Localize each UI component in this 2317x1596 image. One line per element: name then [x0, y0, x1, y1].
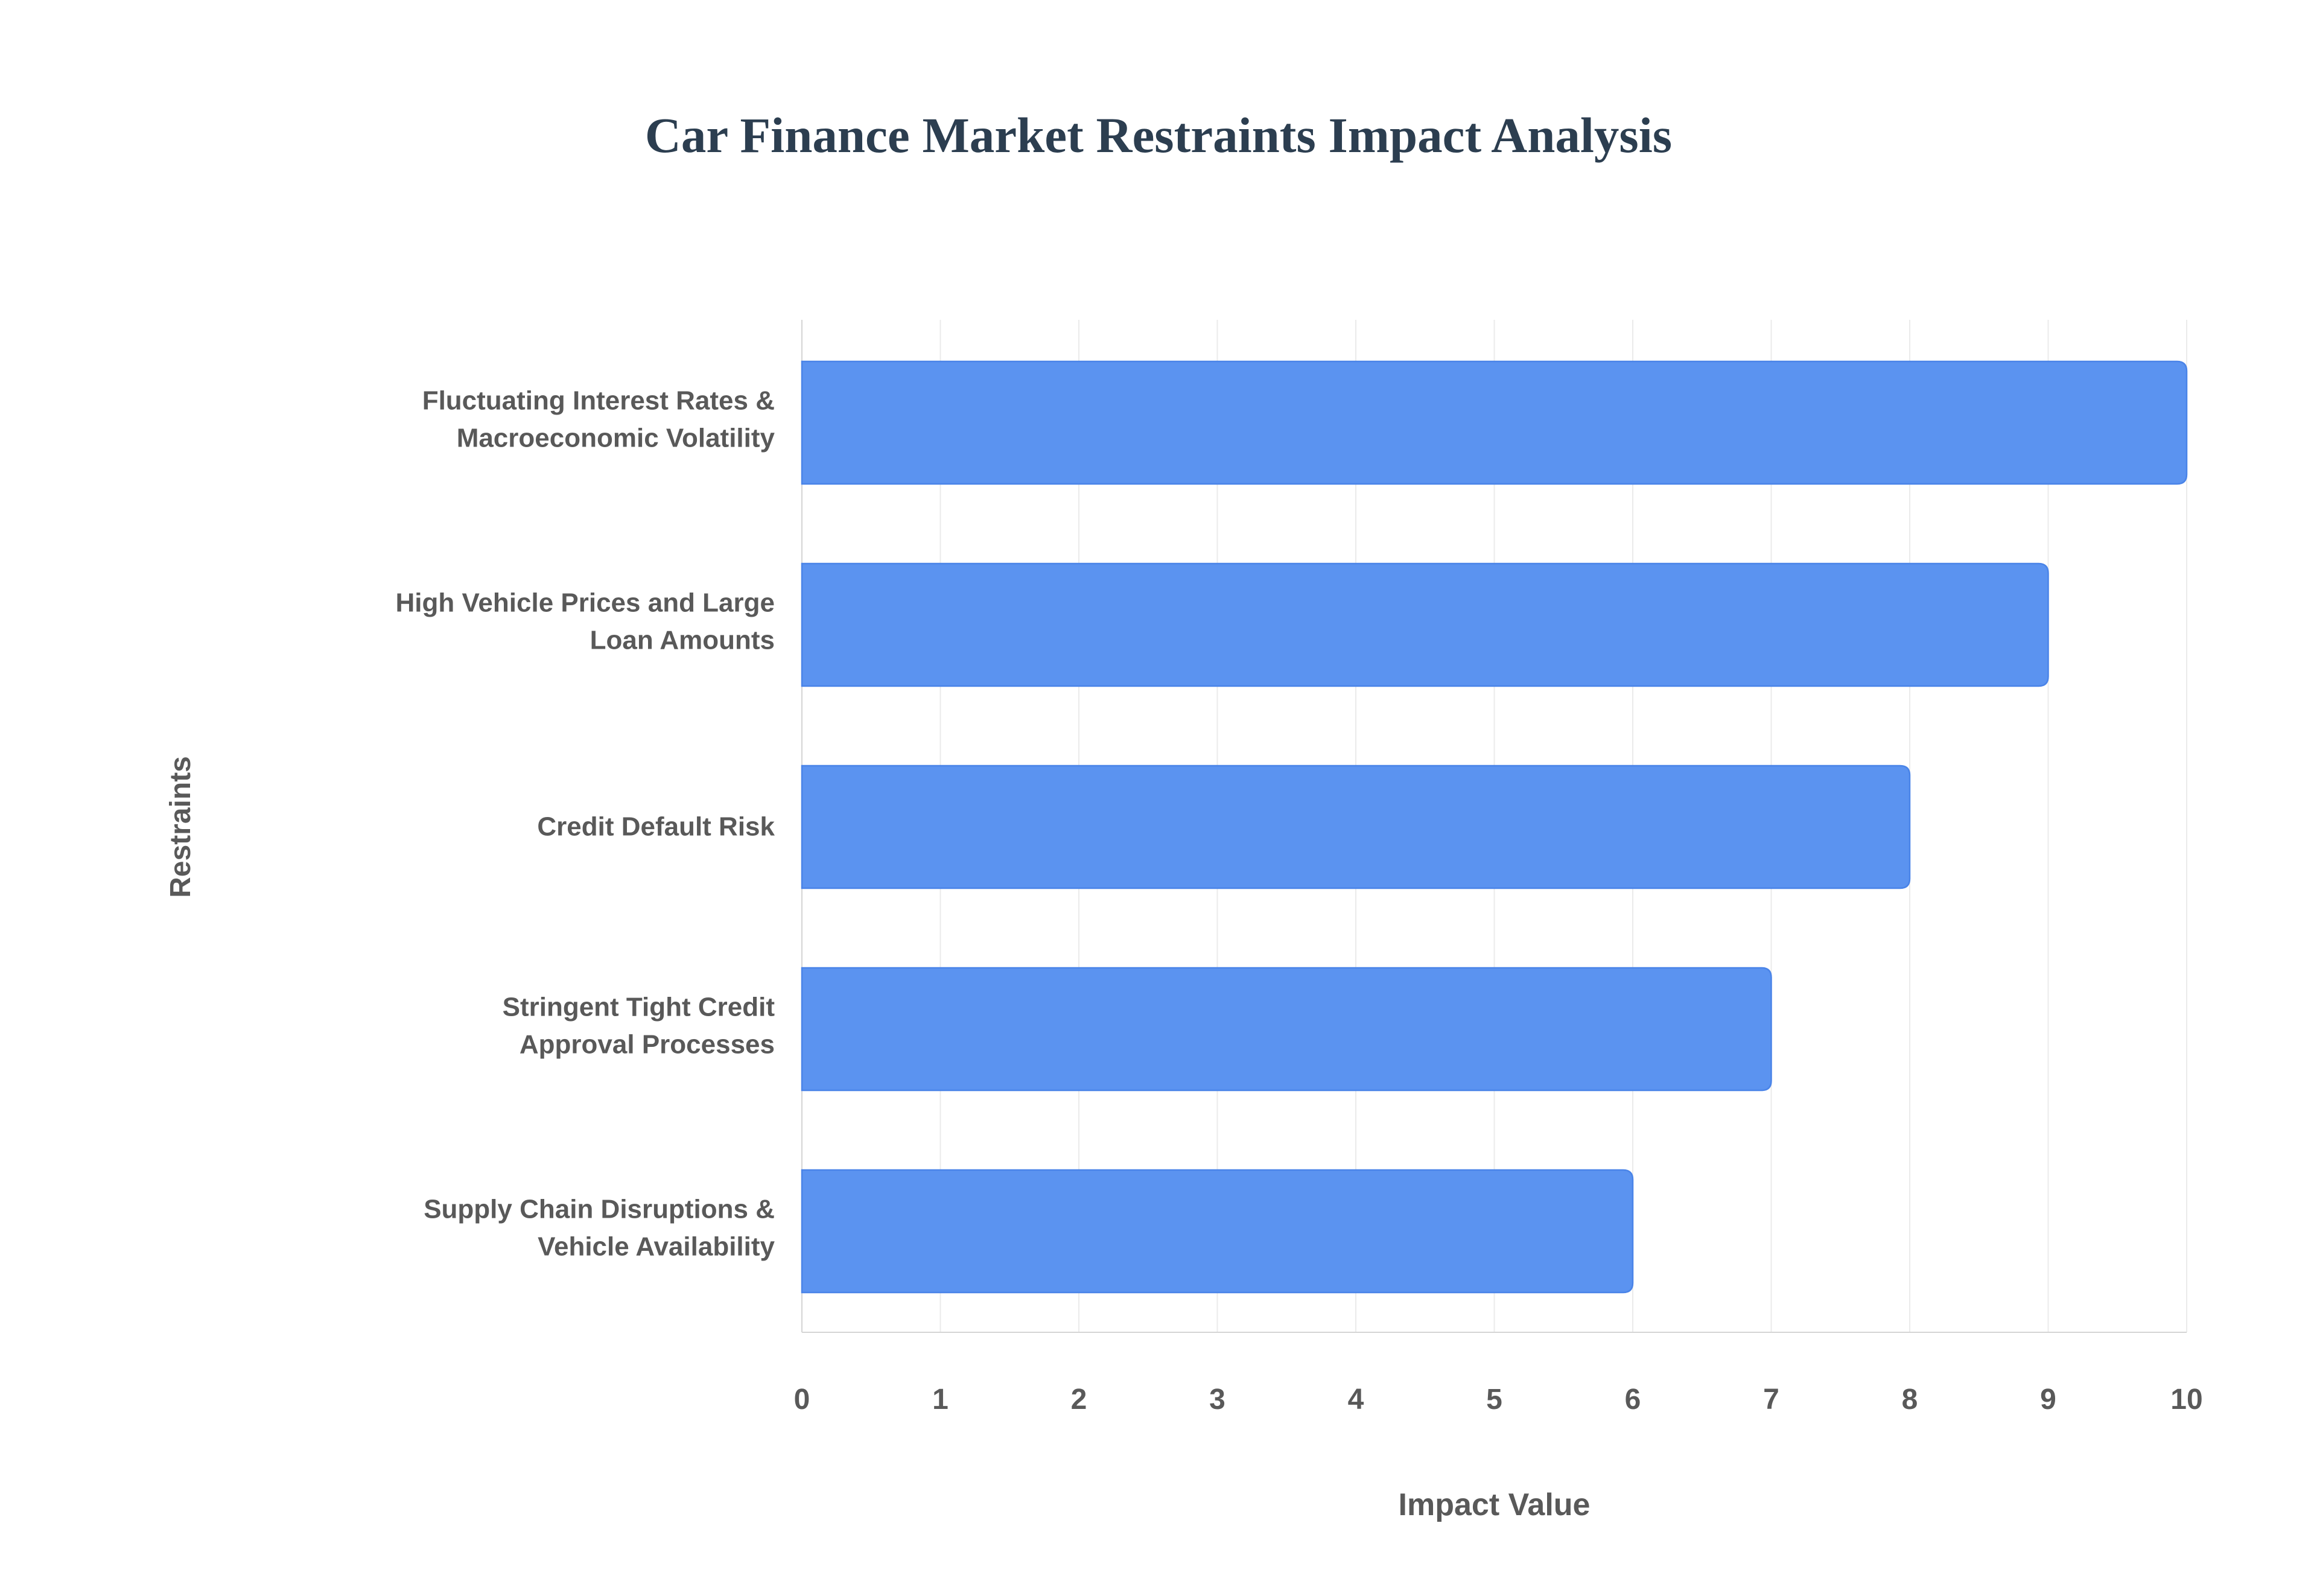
svg-text:7: 7 [1763, 1384, 1779, 1416]
svg-text:9: 9 [2040, 1384, 2056, 1416]
svg-text:Restraints: Restraints [165, 756, 197, 898]
svg-text:3: 3 [1209, 1384, 1225, 1416]
svg-text:High Vehicle Prices and Large: High Vehicle Prices and Large [396, 588, 775, 618]
svg-text:0: 0 [794, 1384, 810, 1416]
svg-text:Supply Chain Disruptions &: Supply Chain Disruptions & [424, 1195, 775, 1224]
svg-text:Macroeconomic Volatility: Macroeconomic Volatility [457, 424, 775, 453]
svg-text:Approval Processes: Approval Processes [520, 1030, 775, 1060]
svg-text:Impact Value: Impact Value [1399, 1487, 1591, 1522]
svg-text:Stringent Tight Credit: Stringent Tight Credit [503, 993, 775, 1022]
svg-text:8: 8 [1902, 1384, 1918, 1416]
svg-text:10: 10 [2170, 1384, 2202, 1416]
svg-text:Fluctuating Interest Rates &: Fluctuating Interest Rates & [422, 386, 775, 416]
svg-text:Credit Default Risk: Credit Default Risk [537, 812, 775, 842]
svg-text:6: 6 [1625, 1384, 1641, 1416]
svg-text:Loan Amounts: Loan Amounts [590, 626, 775, 655]
svg-text:5: 5 [1486, 1384, 1502, 1416]
svg-text:Vehicle Availability: Vehicle Availability [538, 1232, 775, 1262]
svg-text:4: 4 [1348, 1384, 1364, 1416]
svg-text:2: 2 [1071, 1384, 1087, 1416]
svg-text:1: 1 [932, 1384, 949, 1416]
